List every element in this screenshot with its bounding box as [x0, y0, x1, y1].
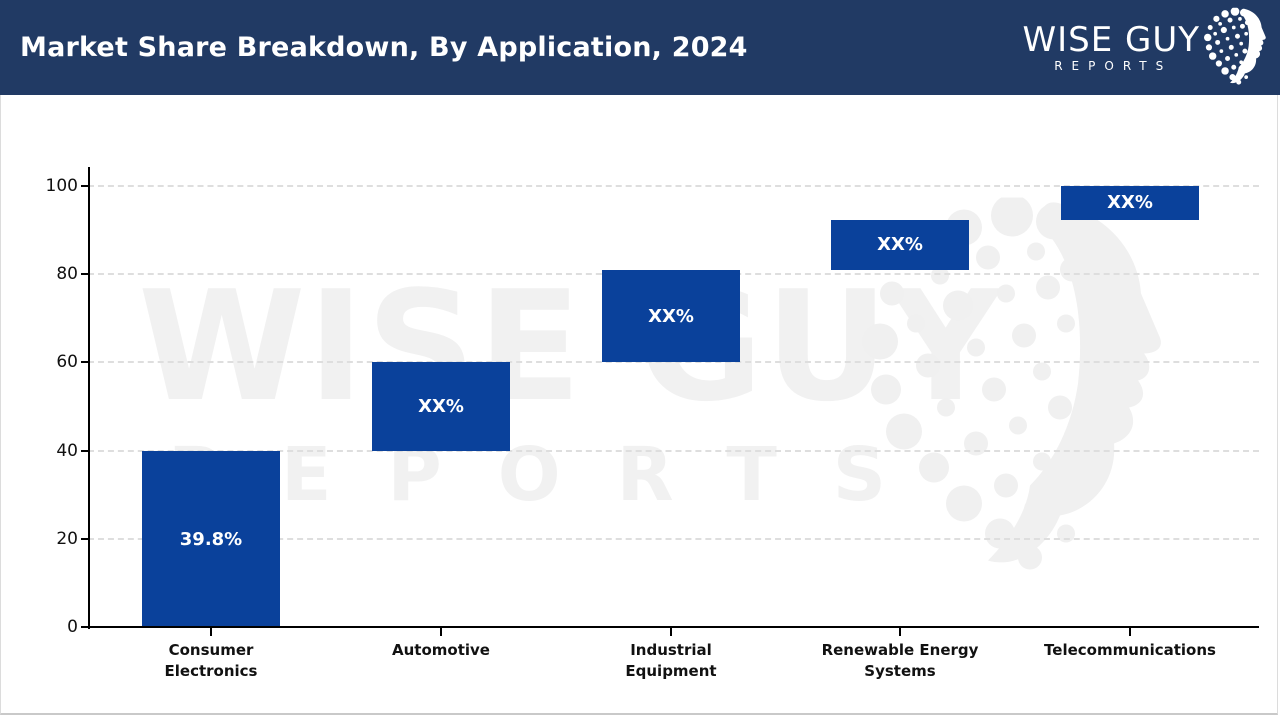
gridline-40 [88, 449, 1259, 452]
y-tick-label-60: 60 [56, 352, 78, 373]
x-tick-label-4: Telecommunications [1044, 641, 1216, 659]
x-tick-label-2: Industrial Equipment [625, 641, 717, 680]
y-tick-80 [81, 273, 88, 276]
bar-1: XX% [372, 362, 510, 452]
y-tick-20 [81, 537, 88, 540]
page-title: Market Share Breakdown, By Application, … [20, 32, 748, 63]
gridline-20 [88, 537, 1259, 540]
watermark-sub-text: REPORTS [168, 432, 943, 518]
x-tick-3 [899, 628, 901, 636]
bar-0: 39.8% [142, 451, 280, 627]
bar-value-label: XX% [648, 305, 694, 327]
wise-guy-logo: WISE GUY REPORTS [1022, 7, 1280, 89]
y-tick-label-100: 100 [45, 176, 78, 196]
bar-2: XX% [602, 269, 740, 363]
header-banner: Market Share Breakdown, By Application, … [0, 0, 1280, 95]
bar-value-label: XX% [877, 234, 923, 256]
y-axis-line [88, 167, 90, 629]
bar-3: XX% [831, 219, 969, 270]
y-tick-100 [81, 185, 88, 187]
y-tick-label-20: 20 [56, 528, 78, 549]
watermark-brand-text: WISE GUY [138, 258, 1003, 435]
x-axis-line [88, 626, 1259, 628]
x-tick-1 [440, 628, 442, 636]
y-tick-40 [81, 449, 88, 452]
x-tick-0 [210, 628, 212, 636]
bar-value-label: 39.8% [179, 528, 243, 550]
y-tick-label-0: 0 [67, 617, 78, 637]
bar-value-label: XX% [418, 396, 464, 418]
y-tick-0 [81, 626, 88, 628]
x-tick-4 [1129, 628, 1131, 636]
x-tick-2 [670, 628, 672, 636]
bar-4: XX% [1061, 186, 1199, 220]
bar-value-label: XX% [1107, 192, 1153, 214]
y-tick-label-40: 40 [56, 440, 78, 461]
gridline-100 [88, 185, 1259, 187]
x-tick-label-1: Automotive [392, 641, 490, 659]
y-tick-60 [81, 361, 88, 364]
logo-sub-text: REPORTS [1054, 58, 1173, 73]
x-tick-label-3: Renewable Energy Systems [821, 641, 979, 680]
gridline-60 [88, 361, 1259, 364]
y-tick-label-80: 80 [56, 264, 78, 285]
logo-brand-text: WISE GUY [1022, 19, 1200, 60]
x-tick-label-0: Consumer Electronics [164, 641, 258, 680]
